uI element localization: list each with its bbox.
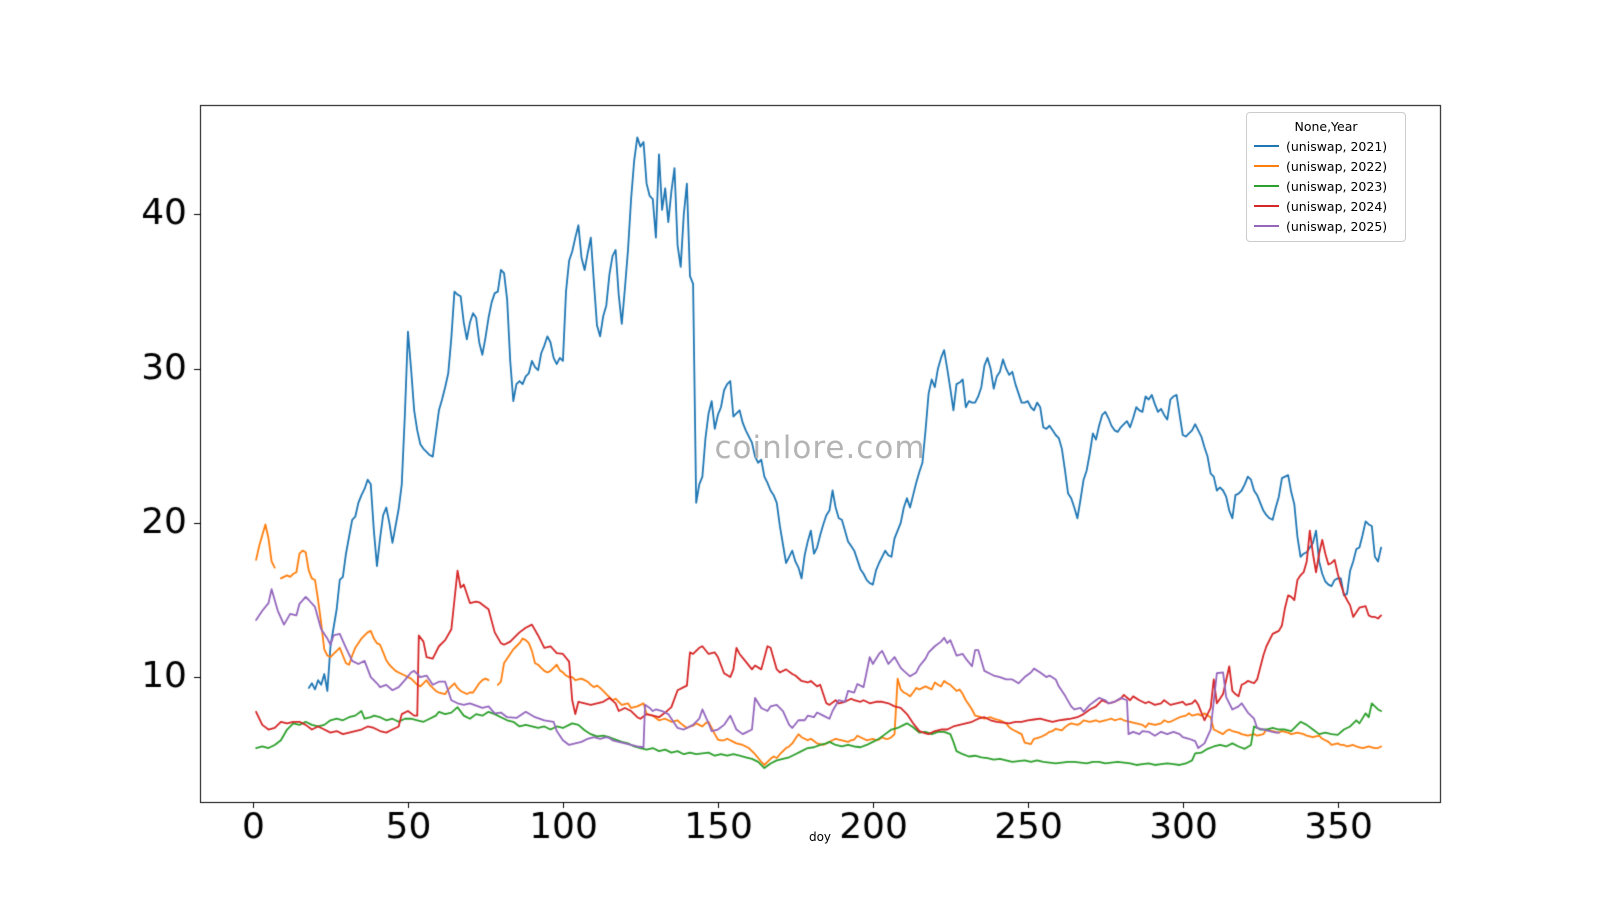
legend-line-swatch [1254,185,1279,187]
legend-line-swatch [1254,165,1279,167]
legend-label: (uniswap, 2023) [1286,178,1388,194]
legend-label: (uniswap, 2021) [1286,138,1388,154]
x-axis-label: doy [808,830,832,844]
legend: None,Year (uniswap, 2021) (uniswap, 2022)… [1246,112,1406,242]
legend-label: (uniswap, 2022) [1286,158,1388,174]
watermark: coinlore.com [714,430,926,466]
legend-label: (uniswap, 2025) [1286,218,1388,234]
legend-items: (uniswap, 2021) (uniswap, 2022) (uniswap, … [1254,136,1398,236]
legend-line-swatch [1254,225,1279,227]
legend-item: (uniswap, 2025) [1254,216,1398,236]
legend-line-swatch [1254,145,1279,147]
legend-label: (uniswap, 2024) [1286,198,1388,214]
legend-item: (uniswap, 2023) [1254,176,1398,196]
legend-title: None,Year [1294,119,1358,134]
legend-line-swatch [1254,205,1279,207]
legend-item: (uniswap, 2021) [1254,136,1398,156]
legend-item: (uniswap, 2024) [1254,196,1398,216]
legend-item: (uniswap, 2022) [1254,156,1398,176]
